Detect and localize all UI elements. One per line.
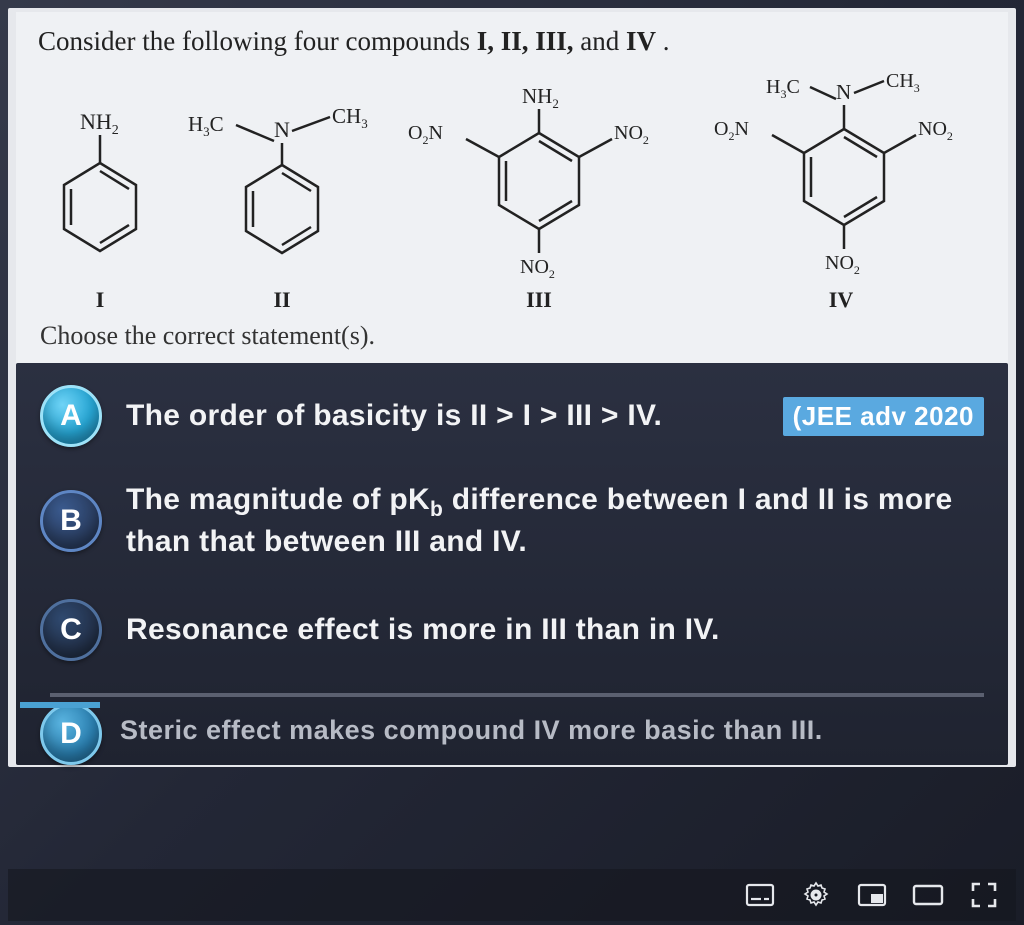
option-row-D: D Steric effect makes compound IV more b…: [40, 699, 984, 759]
title-bold-2: IV: [626, 26, 656, 56]
option-chip-B[interactable]: B: [40, 490, 102, 552]
compound-III: NH2 O2N NO2 NO2: [404, 81, 674, 313]
option-letter-C: C: [60, 613, 82, 647]
option-row-B: B The magnitude of pKb difference betwee…: [40, 481, 984, 561]
svg-text:NH2: NH2: [80, 109, 119, 138]
subtitles-icon[interactable]: [738, 877, 782, 913]
title-prefix: Consider the following four compounds: [38, 26, 477, 56]
structure-IV: H3C N CH3 O2N: [696, 71, 986, 291]
option-row-C: C Resonance effect is more in III than i…: [40, 599, 984, 661]
miniplayer-icon[interactable]: [850, 877, 894, 913]
title-mid: and: [580, 26, 626, 56]
option-letter-D: D: [60, 717, 82, 751]
divider: [50, 693, 984, 697]
compound-II: H3C N CH3 II: [182, 101, 382, 313]
structure-II: H3C N CH3: [182, 101, 382, 291]
svg-text:NO2: NO2: [918, 118, 953, 143]
question-title: Consider the following four compounds I,…: [38, 26, 988, 57]
option-chip-C[interactable]: C: [40, 599, 102, 661]
svg-text:O2N: O2N: [408, 122, 443, 147]
theater-icon[interactable]: [906, 877, 950, 913]
question-panel: Consider the following four compounds I,…: [16, 12, 1008, 363]
svg-text:NO2: NO2: [520, 256, 555, 281]
svg-text:NO2: NO2: [614, 122, 649, 147]
exam-badge: (JEE adv 2020: [783, 397, 984, 436]
title-suffix: .: [663, 26, 670, 56]
option-text-B: The magnitude of pKb difference between …: [126, 481, 984, 561]
option-text-D: Steric effect makes compound IV more bas…: [120, 715, 823, 746]
structure-I: NH2: [40, 101, 160, 291]
structure-III: NH2 O2N NO2 NO2: [404, 81, 674, 291]
choose-statements: Choose the correct statement(s).: [40, 321, 992, 351]
option-letter-B: B: [60, 504, 82, 538]
question-card: Consider the following four compounds I,…: [8, 8, 1016, 767]
compound-label-III: III: [526, 287, 552, 313]
progress-accent: [20, 702, 100, 708]
svg-text:H3C: H3C: [188, 112, 224, 139]
compound-label-I: I: [96, 287, 105, 313]
compound-label-IV: IV: [829, 287, 853, 313]
svg-text:N: N: [836, 80, 851, 104]
fullscreen-icon[interactable]: [962, 877, 1006, 913]
svg-text:CH3: CH3: [332, 104, 368, 131]
compound-label-II: II: [273, 287, 290, 313]
compounds-row: NH2 I H3C: [34, 71, 992, 319]
svg-text:N: N: [274, 117, 290, 142]
svg-text:CH3: CH3: [886, 71, 920, 95]
option-chip-D[interactable]: D: [40, 703, 102, 765]
option-text-C: Resonance effect is more in III than in …: [126, 611, 720, 649]
svg-text:H3C: H3C: [766, 76, 800, 101]
compound-IV: H3C N CH3 O2N: [696, 71, 986, 313]
compound-I: NH2 I: [40, 101, 160, 313]
option-letter-A: A: [60, 399, 82, 433]
svg-text:NO2: NO2: [825, 252, 860, 277]
option-text-A: The order of basicity is II > I > III > …: [126, 397, 662, 435]
option-chip-A[interactable]: A: [40, 385, 102, 447]
title-bold-1: I, II, III,: [477, 26, 574, 56]
video-controls: [8, 869, 1016, 921]
options-panel: A The order of basicity is II > I > III …: [16, 363, 1008, 765]
svg-text:NH2: NH2: [522, 84, 559, 111]
settings-icon[interactable]: [794, 877, 838, 913]
svg-text:O2N: O2N: [714, 118, 749, 143]
